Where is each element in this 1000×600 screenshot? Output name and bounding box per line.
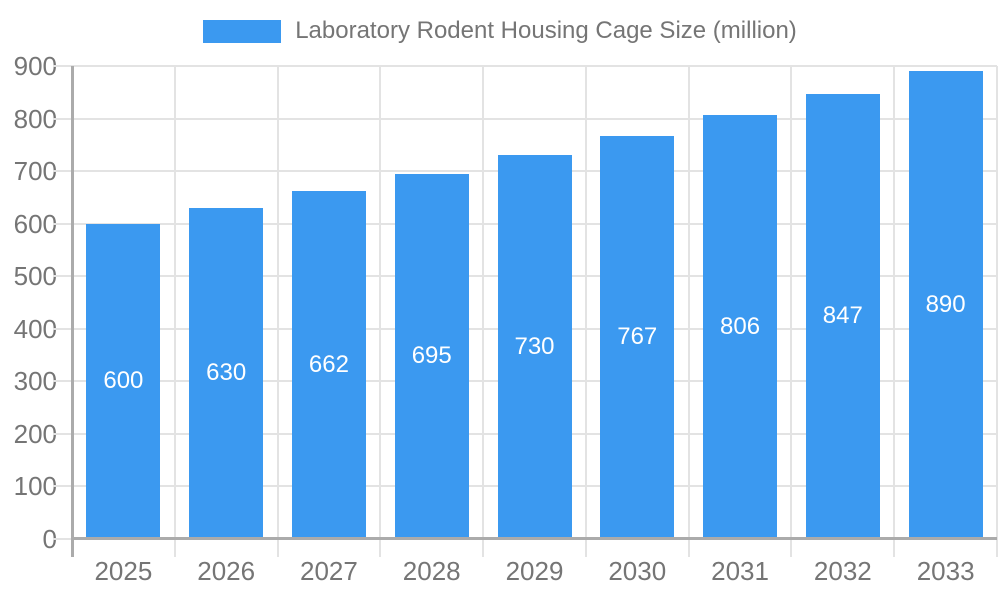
gridline-vertical xyxy=(893,66,896,539)
x-axis-tick xyxy=(790,539,793,557)
x-tick-label: 2028 xyxy=(402,556,461,586)
x-tick-label: 2032 xyxy=(813,556,872,586)
bar: 600 xyxy=(86,223,161,539)
y-tick-label: 900 xyxy=(13,51,57,81)
x-axis-tick xyxy=(276,539,279,557)
legend-label: Laboratory Rodent Housing Cage Size (mil… xyxy=(295,17,797,44)
y-axis-labels: 0 100 200 300 400 500 600 700 800 900 xyxy=(0,51,72,554)
gridline-vertical xyxy=(276,66,279,539)
y-axis-tick xyxy=(53,117,72,120)
bar-value-label: 662 xyxy=(308,351,349,379)
y-tick-label: 400 xyxy=(13,313,57,344)
y-tick-label: 300 xyxy=(13,366,57,397)
y-axis-tick xyxy=(53,485,72,488)
y-axis-tick xyxy=(53,65,72,67)
bar: 630 xyxy=(189,207,264,539)
gridline-vertical xyxy=(687,66,690,539)
x-tick-label: 2029 xyxy=(505,556,564,586)
y-axis-tick xyxy=(53,538,72,540)
x-axis-tick xyxy=(584,539,587,557)
y-tick-label: 100 xyxy=(13,471,57,502)
x-axis-tick xyxy=(996,539,998,557)
bar: 890 xyxy=(908,71,983,539)
x-axis-tick xyxy=(687,539,690,557)
y-tick-label: 0 xyxy=(42,524,57,554)
gridline-vertical xyxy=(584,66,587,539)
gridline-horizontal xyxy=(72,117,997,120)
y-axis-tick xyxy=(53,327,72,330)
bar-value-label: 730 xyxy=(514,333,555,361)
legend-swatch xyxy=(203,19,282,43)
y-axis-tick xyxy=(53,432,72,435)
y-axis-tick xyxy=(53,222,72,225)
y-axis-tick xyxy=(53,170,72,173)
x-tick-label: 2026 xyxy=(197,556,256,586)
y-tick-label: 700 xyxy=(13,156,57,187)
legend: Laboratory Rodent Housing Cage Size (mil… xyxy=(0,17,1000,45)
x-axis-tick xyxy=(482,539,485,557)
bar-value-label: 767 xyxy=(617,323,658,351)
gridline-vertical xyxy=(996,66,998,539)
y-axis-line xyxy=(71,66,74,557)
bar: 847 xyxy=(805,93,880,539)
bar-value-label: 847 xyxy=(822,302,863,330)
gridline-vertical xyxy=(790,66,793,539)
bar-value-label: 695 xyxy=(411,342,452,370)
x-tick-label: 2027 xyxy=(300,556,358,586)
bar: 662 xyxy=(291,191,366,539)
bar: 695 xyxy=(394,173,469,539)
x-tick-label: 2025 xyxy=(94,556,153,586)
x-axis-tick xyxy=(893,539,896,557)
y-tick-label: 600 xyxy=(13,208,57,239)
bar: 767 xyxy=(600,135,675,539)
bar-value-label: 600 xyxy=(103,367,144,395)
x-tick-label: 2030 xyxy=(608,556,667,586)
bar: 806 xyxy=(703,115,778,539)
bar: 730 xyxy=(497,155,572,539)
x-axis-tick xyxy=(379,539,382,557)
x-axis-labels: 2025 2026 2027 2028 2029 2030 2031 2032 2033 xyxy=(71,539,998,600)
bar-value-label: 630 xyxy=(206,359,247,387)
y-tick-label: 800 xyxy=(13,103,57,134)
y-axis-tick xyxy=(53,275,72,278)
y-tick-label: 200 xyxy=(13,418,57,449)
plot-area: 600 630 662 695 730 767 806 847 890 xyxy=(71,65,998,540)
gridline-vertical xyxy=(173,66,176,539)
y-axis-tick xyxy=(53,380,72,383)
bar-value-label: 890 xyxy=(925,291,966,319)
gridline-horizontal xyxy=(72,65,997,67)
x-tick-label: 2033 xyxy=(916,556,975,586)
y-tick-label: 500 xyxy=(13,261,57,292)
gridline-vertical xyxy=(379,66,382,539)
x-axis-tick xyxy=(173,539,176,557)
bar-value-label: 806 xyxy=(720,313,761,341)
x-tick-label: 2031 xyxy=(711,556,769,586)
x-axis-line xyxy=(72,537,997,540)
gridline-vertical xyxy=(482,66,485,539)
